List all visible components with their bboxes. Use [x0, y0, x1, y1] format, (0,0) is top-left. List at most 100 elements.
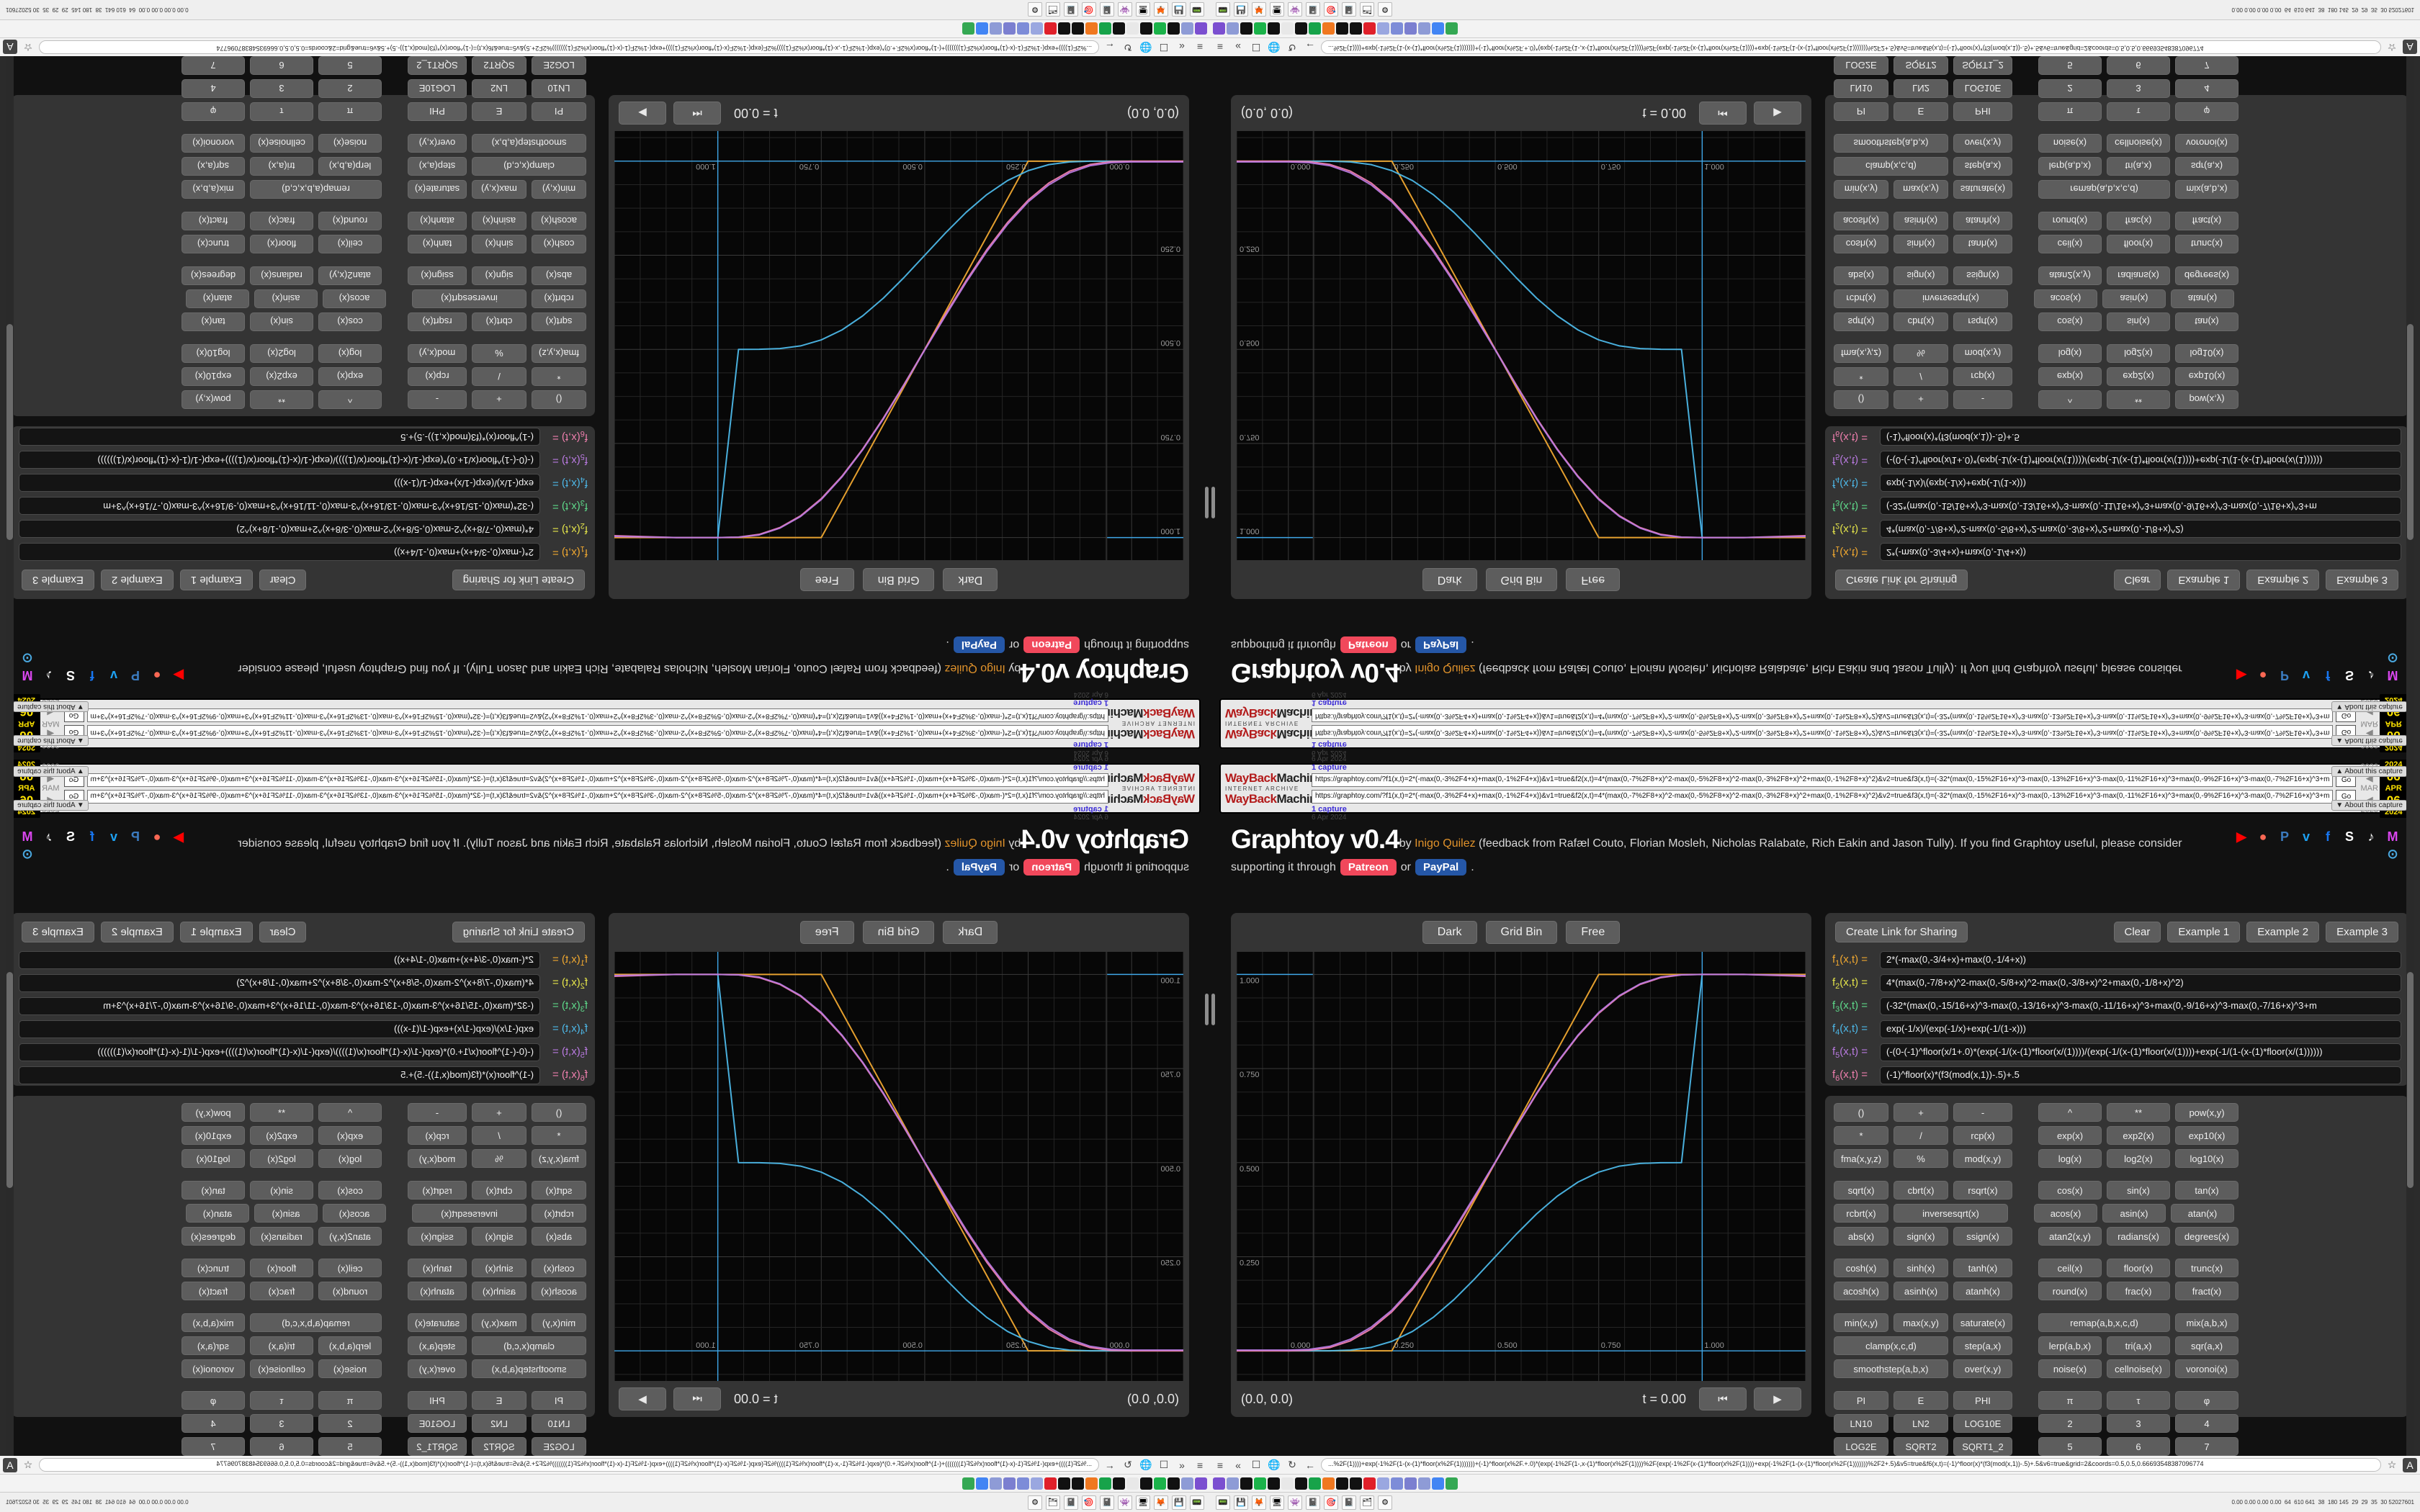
- keypad-button[interactable]: saturate(x): [1953, 1313, 2012, 1332]
- browser-tab-favicon[interactable]: [1227, 22, 1239, 35]
- keypad-button[interactable]: %: [1894, 1149, 1948, 1168]
- keypad-button[interactable]: degrees(x): [182, 1227, 245, 1246]
- keypad-button[interactable]: rcbrt(x): [532, 1204, 586, 1223]
- reader-mode-icon[interactable]: A: [2403, 1457, 2417, 1472]
- keypad-button[interactable]: voronoi(x): [182, 1359, 245, 1378]
- keypad-button[interactable]: rcbrt(x): [532, 289, 586, 308]
- taskbar-app-icon[interactable]: 💾: [1172, 1495, 1186, 1510]
- keypad-button[interactable]: PI: [1834, 102, 1888, 121]
- browser-tab-favicon[interactable]: [1350, 1477, 1362, 1490]
- page-scrollbar-thumb[interactable]: [2407, 972, 2414, 1188]
- keypad-button[interactable]: acosh(x): [1834, 1282, 1888, 1300]
- keypad-button[interactable]: remap(a,b,x,c,d): [2038, 1313, 2170, 1332]
- patreon-button[interactable]: Patreon: [1023, 636, 1080, 653]
- wayback-logo[interactable]: WayBackMachine INTERNET ARCHIVE WayBackM…: [1221, 700, 1323, 747]
- keypad-button[interactable]: clamp(x,c,d): [472, 1336, 586, 1355]
- keypad-button[interactable]: E: [472, 1391, 526, 1410]
- keypad-button[interactable]: LOG2E: [1834, 56, 1888, 75]
- keypad-button[interactable]: atanh(x): [408, 1282, 467, 1300]
- taskbar-app-icon[interactable]: ⚙: [1028, 2, 1042, 17]
- desktop-scrollbar-thumb[interactable]: [1211, 487, 1215, 518]
- keypad-button[interactable]: degrees(x): [2175, 1227, 2238, 1246]
- keypad-button[interactable]: 7: [2175, 1437, 2238, 1456]
- keypad-button[interactable]: sign(x): [1894, 1227, 1948, 1246]
- keypad-button[interactable]: LOG10E: [408, 1414, 467, 1433]
- about-this-capture-top[interactable]: ▲ About this capture: [13, 735, 89, 746]
- keypad-button[interactable]: round(x): [318, 1282, 382, 1300]
- keypad-button[interactable]: noise(x): [318, 1359, 382, 1378]
- browser-tab-favicon[interactable]: [1309, 22, 1321, 35]
- keypad-button[interactable]: atan(x): [2171, 1204, 2234, 1223]
- keypad-button[interactable]: %: [1894, 344, 1948, 363]
- keypad-button[interactable]: sign(x): [472, 266, 526, 285]
- patreon-button[interactable]: Patreon: [1023, 859, 1080, 876]
- browser-tab-favicon[interactable]: [976, 1477, 988, 1490]
- keypad-button[interactable]: floor(x): [250, 235, 313, 253]
- browser-tab-favicon[interactable]: [1391, 22, 1403, 35]
- keypad-button[interactable]: rsqrt(x): [408, 312, 467, 331]
- keypad-button[interactable]: cbrt(x): [1894, 1181, 1948, 1200]
- browser-tab-favicon[interactable]: [1404, 22, 1417, 35]
- wayback-captures-bottom[interactable]: 1 capture: [1312, 698, 1347, 707]
- taskbar-app-icon[interactable]: 🗂: [1046, 2, 1060, 17]
- keypad-button[interactable]: (): [1834, 1103, 1888, 1122]
- keypad-button[interactable]: remap(a,b,x,c,d): [2038, 180, 2170, 199]
- keypad-button[interactable]: atan2(x,y): [2038, 266, 2102, 285]
- keypad-button[interactable]: LOG10E: [1953, 1414, 2012, 1433]
- keypad-button[interactable]: exp(x): [2038, 367, 2102, 386]
- formula-input-f6[interactable]: (-1)^floor(x)*(f3(mod(x,1))-.5)+.5: [19, 428, 540, 446]
- keypad-button[interactable]: acos(x): [323, 289, 386, 308]
- keypad-button[interactable]: τ: [2107, 1391, 2170, 1410]
- keypad-button[interactable]: asin(x): [2102, 289, 2166, 308]
- browser-tab-favicon[interactable]: [1446, 22, 1458, 35]
- keypad-button[interactable]: fma(x,y,z): [1834, 344, 1888, 363]
- keypad-button[interactable]: 5: [2038, 56, 2102, 75]
- browser-tab-favicon[interactable]: [1254, 22, 1266, 35]
- keypad-button[interactable]: %: [472, 344, 526, 363]
- globe-icon[interactable]: 🌐: [1139, 42, 1152, 53]
- keypad-button[interactable]: **: [2107, 390, 2170, 409]
- browser-tab-favicon[interactable]: [1031, 22, 1043, 35]
- keypad-button[interactable]: radians(x): [2107, 1227, 2170, 1246]
- keypad-button[interactable]: ssign(x): [408, 1227, 467, 1246]
- reader-mode-icon[interactable]: A: [3, 40, 17, 55]
- keypad-button[interactable]: 5: [318, 1437, 382, 1456]
- formula-input-f5[interactable]: (-(0-(-1)^floor(x/1+.0)*(exp(-1/(x-(1)*f…: [19, 451, 540, 469]
- browser-tab-favicon[interactable]: [1017, 1477, 1029, 1490]
- keypad-button[interactable]: 4: [2175, 1414, 2238, 1433]
- keypad-button[interactable]: rcbrt(x): [1834, 1204, 1888, 1223]
- browser-tab-favicon[interactable]: [1195, 1477, 1207, 1490]
- browser-tabstrip[interactable]: [1210, 21, 2420, 37]
- menu-icon[interactable]: ≡: [1216, 41, 1224, 53]
- wayback-url-field-1[interactable]: https://graphtoy.com/?f1(x,t)=2*(-max(0,…: [1312, 773, 2334, 787]
- keypad-button[interactable]: lerp(a,b,x): [318, 157, 382, 176]
- taskbar-app-icon[interactable]: 🎯: [1082, 2, 1096, 17]
- back-icon[interactable]: ←: [1105, 1459, 1115, 1471]
- free-mode-button[interactable]: Free: [1566, 921, 1621, 944]
- browser-tab-favicon[interactable]: [1031, 1477, 1043, 1490]
- keypad-button[interactable]: cellnoise(x): [2107, 1359, 2170, 1378]
- keypad-button[interactable]: log2(x): [2107, 1149, 2170, 1168]
- keypad-button[interactable]: remap(a,b,x,c,d): [250, 1313, 382, 1332]
- keypad-button[interactable]: -: [1953, 390, 2012, 409]
- taskbar-app-icon[interactable]: 📓: [1100, 1495, 1114, 1510]
- keypad-button[interactable]: acosh(x): [532, 1282, 586, 1300]
- keypad-button[interactable]: cosh(x): [532, 1259, 586, 1277]
- keypad-button[interactable]: voronoi(x): [2175, 1359, 2238, 1378]
- theme-dark-button[interactable]: Dark: [1422, 568, 1477, 591]
- example-1-button[interactable]: Example 1: [179, 921, 253, 942]
- keypad-button[interactable]: fma(x,y,z): [1834, 1149, 1888, 1168]
- shadertoy-icon[interactable]: S: [2344, 668, 2354, 683]
- keypad-button[interactable]: atan2(x,y): [318, 266, 382, 285]
- keypad-button[interactable]: exp10(x): [2175, 1126, 2238, 1145]
- taskbar-app-icon[interactable]: 🦊: [1154, 2, 1168, 17]
- keypad-button[interactable]: atanh(x): [1953, 1282, 2012, 1300]
- keypad-button[interactable]: rsqrt(x): [1953, 1181, 2012, 1200]
- keypad-button[interactable]: trunc(x): [2175, 1259, 2238, 1277]
- keypad-button[interactable]: frac(x): [250, 212, 313, 230]
- tiktok-icon[interactable]: ♪: [2367, 668, 2375, 683]
- keypad-button[interactable]: 3: [250, 1414, 313, 1433]
- mastodon-icon[interactable]: M: [22, 668, 33, 683]
- keypad-button[interactable]: tan(x): [182, 312, 245, 331]
- browser-tab-favicon[interactable]: [1126, 22, 1139, 35]
